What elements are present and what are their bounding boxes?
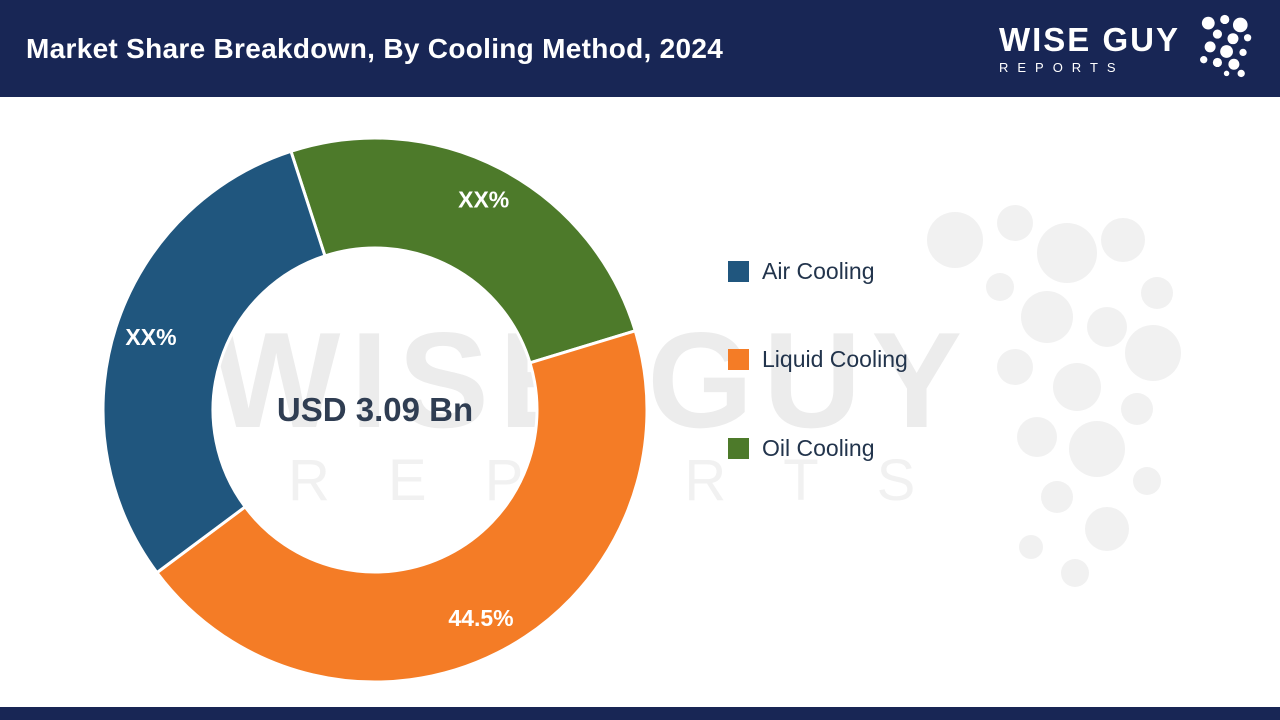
donut-segment-oil-cooling — [289, 136, 638, 365]
brand-logo-text: WISE GUY REPORTS — [999, 23, 1180, 74]
brand-subtitle: REPORTS — [998, 60, 1125, 75]
legend-label: Air Cooling — [762, 258, 875, 284]
chart-legend: Air Cooling Liquid Cooling Oil Cooling — [728, 258, 908, 461]
brand-name: WISE GUY — [998, 21, 1180, 58]
legend-swatch-air-cooling — [728, 260, 749, 282]
legend-item-liquid-cooling: Liquid Cooling — [728, 346, 908, 372]
legend-label: Oil Cooling — [762, 434, 875, 461]
legend-swatch-oil-cooling — [728, 437, 749, 459]
legend-swatch-liquid-cooling — [728, 349, 749, 371]
segment-label-air-cooling: XX% — [125, 324, 176, 350]
brand-logo: WISE GUY REPORTS — [999, 13, 1254, 84]
header-bar: Market Share Breakdown, By Cooling Metho… — [0, 0, 1280, 97]
segment-label-liquid-cooling: 44.5% — [448, 605, 513, 631]
page-title: Market Share Breakdown, By Cooling Metho… — [26, 32, 724, 64]
legend-label: Liquid Cooling — [762, 346, 908, 373]
legend-item-oil-cooling: Oil Cooling — [728, 435, 908, 461]
footer-bar — [0, 707, 1280, 720]
donut-chart-svg: XX% 44.5% XX% — [101, 136, 649, 684]
donut-segment-air-cooling — [101, 149, 327, 575]
watermark-head-graphic — [895, 195, 1195, 600]
donut-segment-liquid-cooling — [154, 328, 649, 684]
legend-item-air-cooling: Air Cooling — [728, 258, 908, 284]
chart-center-value: USD 3.09 Bn — [276, 391, 474, 428]
segment-label-oil-cooling: XX% — [458, 187, 509, 213]
brand-head-dots-icon — [1190, 13, 1254, 84]
